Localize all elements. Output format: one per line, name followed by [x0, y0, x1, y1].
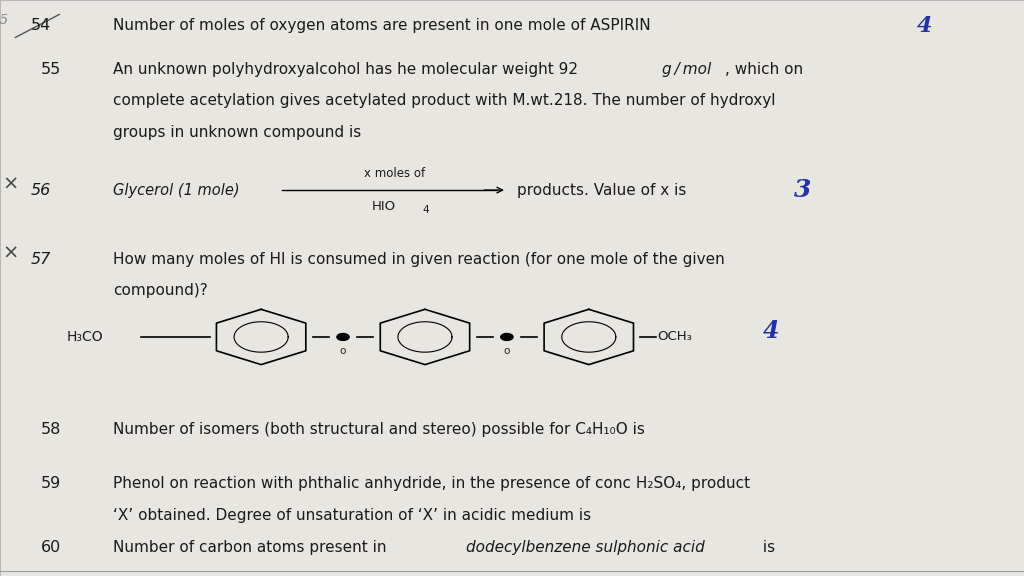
Text: 57: 57: [31, 252, 51, 267]
Text: Phenol on reaction with phthalic anhydride, in the presence of conc H₂SO₄, produ: Phenol on reaction with phthalic anhydri…: [113, 476, 750, 491]
Text: x moles of: x moles of: [364, 168, 425, 180]
Text: complete acetylation gives acetylated product with M.wt.218. The number of hydro: complete acetylation gives acetylated pr…: [113, 93, 775, 108]
Text: Number of isomers (both structural and stereo) possible for C₄H₁₀O is: Number of isomers (both structural and s…: [113, 422, 644, 437]
Text: 54: 54: [31, 18, 51, 33]
Text: dodecylbenzene sulphonic acid: dodecylbenzene sulphonic acid: [466, 540, 705, 555]
Text: is: is: [758, 540, 775, 555]
Text: 4: 4: [763, 319, 779, 343]
Text: groups in unknown compound is: groups in unknown compound is: [113, 125, 360, 140]
Circle shape: [501, 334, 513, 340]
Text: 5: 5: [0, 14, 8, 26]
Text: Number of moles of oxygen atoms are present in one mole of ASPIRIN: Number of moles of oxygen atoms are pres…: [113, 18, 650, 33]
Text: ×: ×: [2, 244, 18, 263]
Text: compound)?: compound)?: [113, 283, 208, 298]
Text: ‘X’ obtained. Degree of unsaturation of ‘X’ in acidic medium is: ‘X’ obtained. Degree of unsaturation of …: [113, 508, 591, 523]
Text: 56: 56: [31, 183, 51, 198]
Text: products. Value of x is: products. Value of x is: [517, 183, 686, 198]
Text: o: o: [504, 346, 510, 357]
Text: 59: 59: [41, 476, 61, 491]
Text: 55: 55: [41, 62, 61, 77]
Text: 58: 58: [41, 422, 61, 437]
Text: 60: 60: [41, 540, 61, 555]
Text: H₃CO: H₃CO: [67, 330, 103, 344]
Text: HIO: HIO: [372, 200, 396, 213]
Text: OCH₃: OCH₃: [656, 331, 691, 343]
Text: o: o: [340, 346, 346, 357]
Text: 4: 4: [423, 204, 429, 215]
Text: Number of carbon atoms present in: Number of carbon atoms present in: [113, 540, 391, 555]
Circle shape: [337, 334, 349, 340]
Text: 4: 4: [916, 15, 932, 37]
Text: 3: 3: [794, 178, 811, 202]
Text: g / mol: g / mol: [662, 62, 711, 77]
Text: Glycerol (1 mole): Glycerol (1 mole): [113, 183, 240, 198]
Text: An unknown polyhydroxyalcohol has he molecular weight 92: An unknown polyhydroxyalcohol has he mol…: [113, 62, 583, 77]
Text: , which on: , which on: [725, 62, 803, 77]
Text: How many moles of HI is consumed in given reaction (for one mole of the given: How many moles of HI is consumed in give…: [113, 252, 724, 267]
Text: ×: ×: [2, 175, 18, 194]
